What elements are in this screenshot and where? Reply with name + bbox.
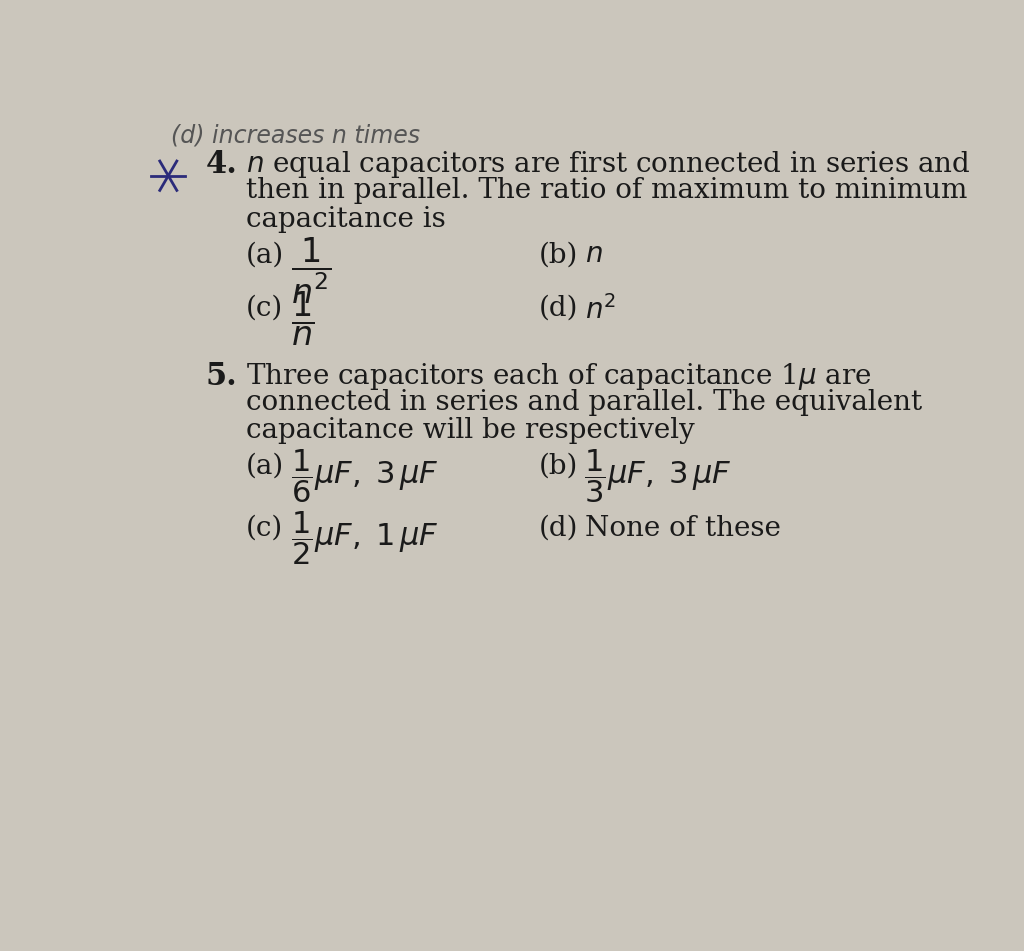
- Text: $n^2$: $n^2$: [586, 295, 616, 325]
- Text: connected in series and parallel. The equivalent: connected in series and parallel. The eq…: [246, 389, 922, 416]
- Text: $n$ equal capacitors are first connected in series and: $n$ equal capacitors are first connected…: [246, 148, 971, 180]
- Text: (a): (a): [246, 453, 284, 480]
- Text: 5.: 5.: [206, 360, 238, 392]
- Text: (b): (b): [539, 453, 579, 480]
- Text: 4.: 4.: [206, 148, 238, 180]
- Text: capacitance will be respectively: capacitance will be respectively: [246, 417, 694, 444]
- Text: (c): (c): [246, 514, 283, 541]
- Text: $\dfrac{1}{2}$$\mu F,\;1\,\mu F$: $\dfrac{1}{2}$$\mu F,\;1\,\mu F$: [291, 509, 438, 567]
- Text: then in parallel. The ratio of maximum to minimum: then in parallel. The ratio of maximum t…: [246, 177, 968, 204]
- Text: (a): (a): [246, 242, 284, 268]
- Text: $n$: $n$: [586, 242, 603, 268]
- Text: $\dfrac{1}{n^2}$: $\dfrac{1}{n^2}$: [291, 236, 332, 306]
- Text: (d): (d): [539, 514, 579, 541]
- Text: (c): (c): [246, 295, 283, 322]
- Text: $\dfrac{1}{3}$$\mu F,\;3\,\mu F$: $\dfrac{1}{3}$$\mu F,\;3\,\mu F$: [584, 448, 731, 505]
- Text: $\dfrac{1}{6}$$\mu F,\;3\,\mu F$: $\dfrac{1}{6}$$\mu F,\;3\,\mu F$: [291, 448, 438, 505]
- Text: $\dfrac{1}{n}$: $\dfrac{1}{n}$: [291, 290, 314, 348]
- Text: (b): (b): [539, 242, 579, 268]
- Text: Three capacitors each of capacitance 1$\mu$ are: Three capacitors each of capacitance 1$\…: [246, 360, 871, 392]
- Text: None of these: None of these: [586, 514, 781, 541]
- Text: capacitance is: capacitance is: [246, 205, 445, 233]
- Text: (d): (d): [539, 295, 579, 322]
- Text: (d) increases n times: (d) increases n times: [171, 124, 420, 147]
